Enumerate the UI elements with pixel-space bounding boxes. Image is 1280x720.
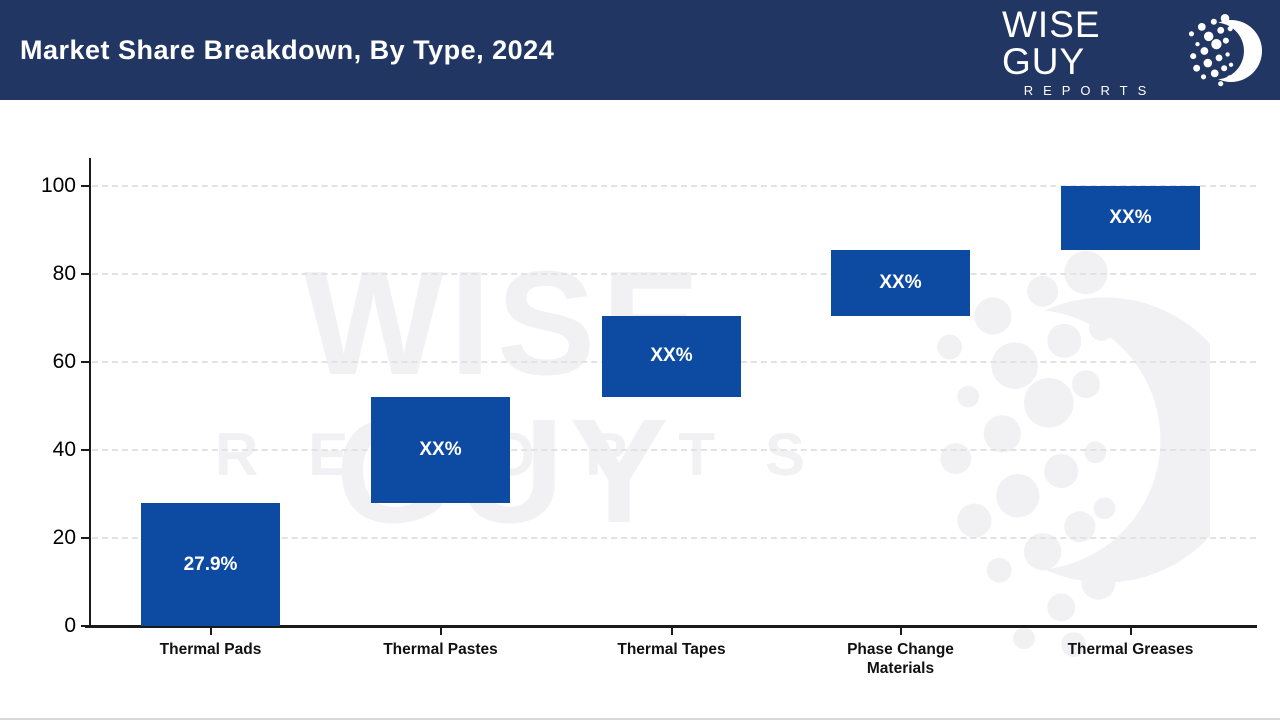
y-tick-mark: [81, 625, 89, 627]
y-tick-label: 100: [40, 174, 76, 197]
y-tick-label: 0: [64, 614, 76, 637]
x-axis-line: [85, 625, 1257, 628]
bar: XX%: [831, 249, 970, 316]
logo-text: WISE GUY REPORTS: [1002, 6, 1172, 97]
y-tick-label: 20: [52, 526, 76, 549]
x-tick-label: Thermal Tapes: [617, 641, 726, 658]
bar-value-label: XX%: [879, 271, 922, 293]
y-axis-line: [89, 158, 91, 626]
bar-value-label: 27.9%: [183, 553, 238, 575]
logo-wordmark: WISE GUY: [1002, 3, 1101, 82]
wise-guy-reports-logo: WISE GUY REPORTS: [1002, 6, 1262, 97]
x-tick-label: Thermal Greases: [1067, 641, 1194, 658]
x-tick-label: Thermal Pads: [159, 641, 262, 658]
y-tick-label: 60: [52, 350, 76, 373]
dotted-face-icon: [1187, 14, 1262, 87]
y-tick-mark: [81, 273, 89, 275]
page-title: Market Share Breakdown, By Type, 2024: [20, 34, 555, 65]
bar-value-label: XX%: [650, 345, 693, 367]
x-tick-mark: [899, 628, 902, 635]
gridline: [92, 449, 1256, 451]
bar: 27.9%: [141, 503, 280, 626]
bar: XX%: [371, 397, 510, 504]
y-tick-mark: [81, 361, 89, 363]
bar-value-label: XX%: [1109, 206, 1152, 228]
y-tick-mark: [81, 537, 89, 539]
x-tick-mark: [670, 628, 673, 635]
bar: XX%: [1061, 186, 1200, 250]
gridline: [92, 185, 1256, 187]
logo-subtitle: REPORTS: [1023, 82, 1157, 98]
y-tick-mark: [81, 449, 89, 451]
x-tick-mark: [209, 628, 212, 635]
x-tick-label: Phase Change Materials: [847, 641, 954, 678]
x-tick-mark: [1129, 628, 1132, 635]
y-tick-label: 80: [52, 262, 76, 285]
header-band: Market Share Breakdown, By Type, 2024 WI…: [0, 0, 1280, 100]
x-tick-label: Thermal Pastes: [383, 641, 498, 658]
bar-value-label: XX%: [419, 439, 462, 461]
y-tick-mark: [81, 185, 89, 187]
x-tick-mark: [439, 628, 442, 635]
bar: XX%: [602, 315, 741, 398]
y-tick-label: 40: [52, 438, 76, 461]
bottom-border: [0, 718, 1280, 720]
gridline: [92, 537, 1256, 539]
gridline: [92, 273, 1256, 275]
